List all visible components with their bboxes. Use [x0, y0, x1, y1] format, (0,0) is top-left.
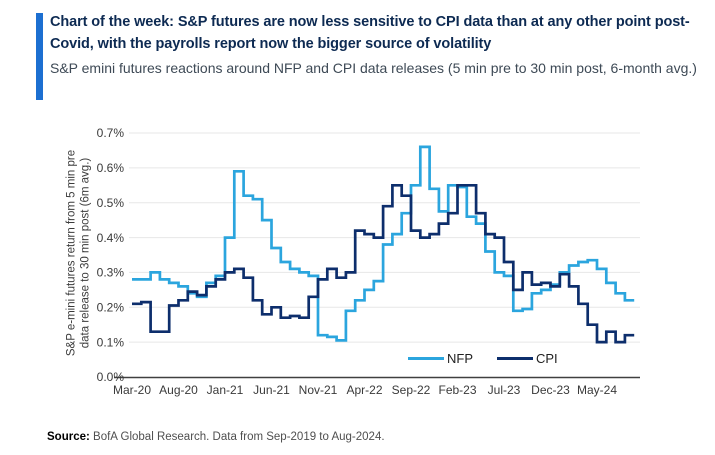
y-tick-label: 0.5%: [97, 196, 125, 210]
cpi-line: [132, 183, 635, 344]
x-tick-label: Feb-23: [438, 383, 476, 397]
source-label: Source:: [47, 431, 90, 443]
chart-title: Chart of the week: S&P futures are now l…: [50, 14, 690, 52]
nfp-line-swatch: [408, 356, 444, 361]
x-tick-label: Apr-22: [346, 383, 382, 397]
x-tick-label: Aug-20: [159, 383, 198, 397]
y-axis-title: S&P e-mini futures return from 5 min pre…: [66, 150, 93, 356]
legend-item-cpi: CPI: [497, 351, 558, 366]
x-tick-label: Mar-20: [113, 383, 151, 397]
accent-bar: [36, 13, 43, 100]
nfp-line: [132, 145, 635, 342]
y-tick-label: 0.6%: [97, 161, 125, 175]
y-axis-title-line2: data release to 30 min post (6m avg.): [79, 157, 91, 349]
x-tick-label: Nov-21: [299, 383, 338, 397]
y-tick-label: 0.4%: [97, 231, 125, 245]
x-tick-label: Dec-23: [531, 383, 570, 397]
x-tick-label: Sep-22: [392, 383, 431, 397]
x-tick-label: Jul-23: [488, 383, 521, 397]
cpi-line-swatch: [497, 356, 533, 361]
y-tick-label: 0.7%: [97, 126, 125, 140]
legend-item-nfp: NFP: [408, 351, 473, 366]
x-tick-label: Jun-21: [253, 383, 290, 397]
y-tick-label: 0.2%: [97, 301, 125, 315]
legend-label-nfp: NFP: [447, 351, 473, 366]
x-tick-label: May-24: [577, 383, 617, 397]
source-text: BofA Global Research. Data from Sep-2019…: [89, 431, 385, 443]
y-axis-title-line1: S&P e-mini futures return from 5 min pre: [65, 149, 78, 357]
x-tick-label: Jan-21: [207, 383, 244, 397]
chart-legend: NFP CPI: [408, 351, 558, 366]
y-tick-label: 0.0%: [97, 370, 125, 384]
chart-subtitle: S&P emini futures reactions around NFP a…: [50, 60, 697, 76]
y-tick-label: 0.1%: [97, 335, 125, 349]
y-tick-label: 0.3%: [97, 266, 125, 280]
source-line: Source: BofA Global Research. Data from …: [47, 431, 385, 443]
legend-label-cpi: CPI: [536, 351, 558, 366]
